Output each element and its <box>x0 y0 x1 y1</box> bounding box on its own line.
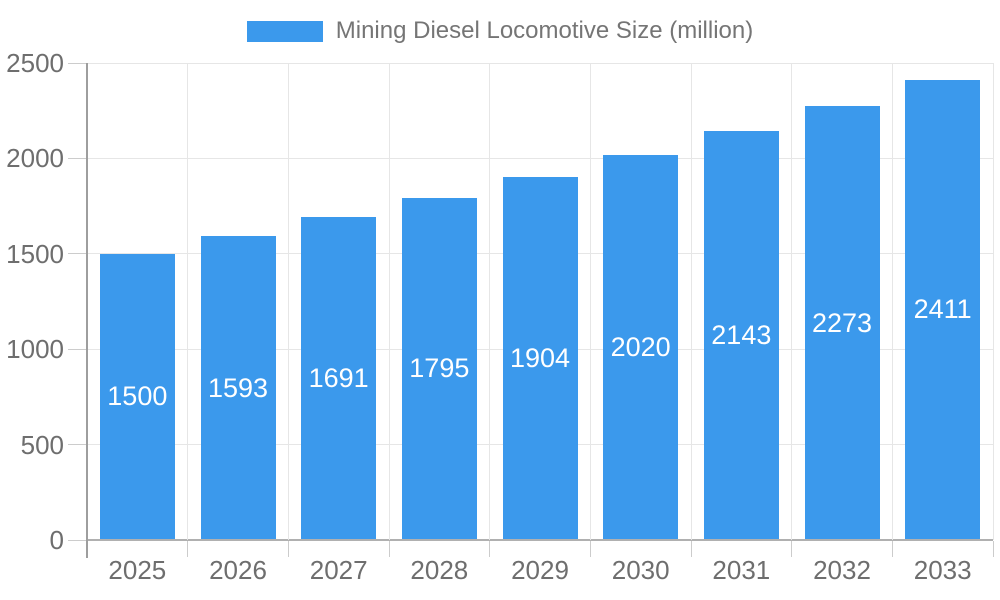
gridline-v <box>992 63 994 540</box>
y-axis-tick <box>68 157 87 159</box>
bar: 2273 <box>804 106 880 539</box>
bar: 1691 <box>301 217 377 539</box>
y-axis-tick <box>68 444 87 446</box>
gridline-v <box>489 63 491 540</box>
gridline-v <box>287 63 289 540</box>
axis-baseline <box>87 539 993 541</box>
bar: 1500 <box>99 253 175 539</box>
x-axis-tick <box>690 541 692 557</box>
x-axis-tick-label: 2029 <box>511 555 569 585</box>
gridline-v <box>187 63 189 540</box>
x-axis-tick <box>287 541 289 557</box>
x-axis-tick-label: 2030 <box>611 555 670 585</box>
y-axis-tick-label: 1500 <box>6 238 64 269</box>
gridline-v <box>690 63 692 540</box>
bar-value-label: 1795 <box>409 353 470 384</box>
x-axis-tick <box>187 541 189 557</box>
y-axis-tick <box>68 253 87 255</box>
legend-swatch <box>246 20 323 42</box>
bar: 1593 <box>200 236 276 539</box>
bar: 1904 <box>502 176 578 539</box>
legend-label: Mining Diesel Locomotive Size (million) <box>335 17 754 44</box>
bar-value-label: 1593 <box>207 372 269 403</box>
x-axis-tick <box>388 541 390 557</box>
x-axis-tick-label: 2032 <box>813 555 871 585</box>
bar: 2411 <box>905 79 981 539</box>
x-axis-tick <box>992 541 994 557</box>
bar-value-label: 2411 <box>913 294 972 325</box>
y-axis-tick-label: 1000 <box>6 334 64 365</box>
x-axis-tick <box>589 541 591 557</box>
bar-value-label: 2273 <box>811 307 873 338</box>
x-axis-tick <box>791 541 793 557</box>
x-axis-tick-label: 2027 <box>309 555 368 585</box>
gridline-v <box>388 63 390 540</box>
y-axis-tick-label: 2000 <box>6 143 64 174</box>
x-axis-tick <box>891 541 893 557</box>
y-axis-tick <box>68 348 87 350</box>
bar-value-label: 2020 <box>610 331 671 362</box>
axis-line-y <box>86 63 88 558</box>
y-axis-tick <box>68 539 87 541</box>
bar-value-label: 2143 <box>711 320 772 351</box>
gridline-v <box>589 63 591 540</box>
gridline-h <box>87 62 993 64</box>
bar: 2143 <box>703 131 779 539</box>
legend: Mining Diesel Locomotive Size (million) <box>0 17 1000 45</box>
y-axis-tick-label: 0 <box>49 525 64 555</box>
gridline-v <box>791 63 793 540</box>
bar-value-label: 1500 <box>107 381 168 412</box>
y-axis-tick-label: 500 <box>20 429 64 460</box>
gridline-h <box>87 157 993 159</box>
bar-value-label: 1904 <box>509 342 571 373</box>
y-axis-tick <box>68 62 87 64</box>
x-axis-tick <box>489 541 491 557</box>
bar: 1795 <box>401 197 477 539</box>
y-axis-tick-label: 2500 <box>6 48 64 78</box>
x-axis-tick-label: 2031 <box>712 555 771 585</box>
bar: 2020 <box>603 154 679 539</box>
x-axis-tick-label: 2026 <box>209 555 267 585</box>
x-axis-tick-label: 2033 <box>913 555 972 585</box>
gridline-v <box>891 63 893 540</box>
bar-value-label: 1691 <box>308 363 369 394</box>
x-axis-tick-label: 2028 <box>410 555 469 585</box>
x-axis-tick-label: 2025 <box>108 555 167 585</box>
